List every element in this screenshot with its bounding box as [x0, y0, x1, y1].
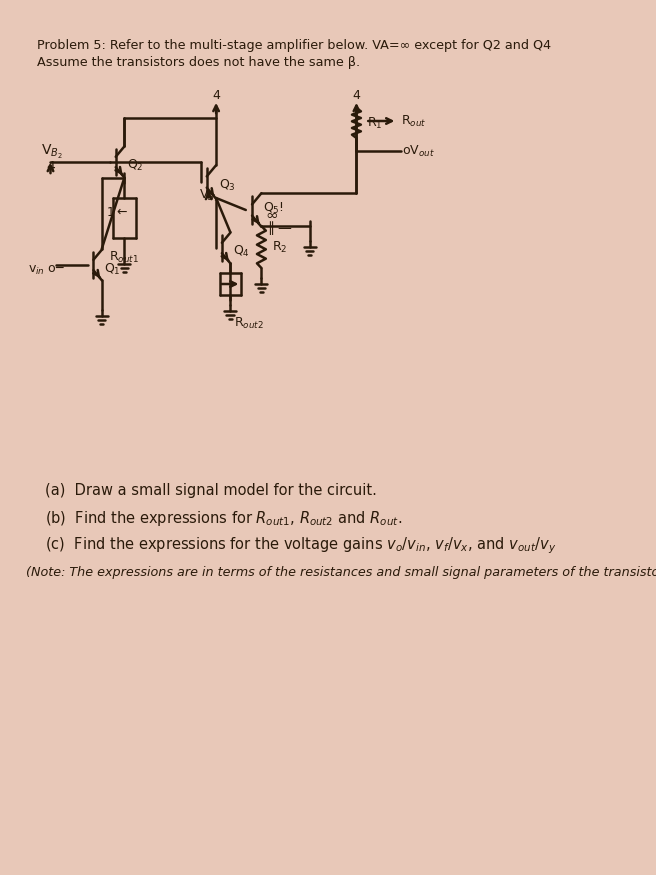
Text: Q$_5$!: Q$_5$!	[263, 200, 284, 215]
Text: Q$_4$: Q$_4$	[233, 243, 250, 258]
Text: (Note: The expressions are in terms of the resistances and small signal paramete: (Note: The expressions are in terms of t…	[26, 565, 656, 578]
Text: (b)  Find the expressions for $R_{out1}$, $R_{out2}$ and $R_{out}$.: (b) Find the expressions for $R_{out1}$,…	[45, 508, 401, 528]
Text: 1$\leftarrow$: 1$\leftarrow$	[106, 206, 128, 219]
Text: 4: 4	[352, 88, 360, 102]
Text: (a)  Draw a small signal model for the circuit.: (a) Draw a small signal model for the ci…	[45, 482, 377, 498]
Text: R$_2$: R$_2$	[272, 240, 287, 255]
Text: Assume the transistors does not have the same β.: Assume the transistors does not have the…	[37, 55, 360, 68]
Text: V$_{B_2}$: V$_{B_2}$	[41, 143, 63, 161]
Text: Problem 5: Refer to the multi-stage amplifier below. VA=∞ except for Q2 and Q4: Problem 5: Refer to the multi-stage ampl…	[37, 38, 551, 52]
Text: 4: 4	[212, 88, 220, 102]
Text: R$_{out1}$: R$_{out1}$	[110, 250, 139, 265]
Text: R$_{out2}$: R$_{out2}$	[234, 316, 264, 331]
Text: V$_{B_1}$: V$_{B_1}$	[199, 188, 218, 204]
Text: Q$_3$: Q$_3$	[218, 178, 236, 192]
Text: Q$_2$: Q$_2$	[127, 158, 144, 172]
Text: oV$_{out}$: oV$_{out}$	[403, 144, 436, 158]
Text: Q$_1$: Q$_1$	[104, 262, 121, 276]
Text: $\parallel$—: $\parallel$—	[265, 219, 293, 237]
Text: R$_1$: R$_1$	[367, 116, 382, 130]
Text: 4: 4	[46, 160, 55, 174]
Text: $\infty$: $\infty$	[265, 206, 278, 221]
Text: (c)  Find the expressions for the voltage gains $v_o/v_{in}$, $v_f/v_x$, and $v_: (c) Find the expressions for the voltage…	[45, 536, 556, 556]
Text: v$_{in}$ o─: v$_{in}$ o─	[28, 263, 66, 276]
Text: R$_{out}$: R$_{out}$	[401, 114, 426, 129]
